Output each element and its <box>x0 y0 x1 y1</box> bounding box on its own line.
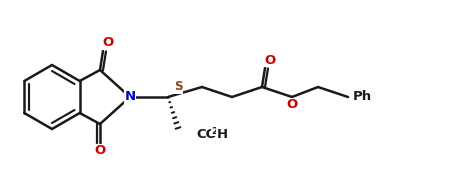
Text: Ph: Ph <box>353 91 372 103</box>
Text: O: O <box>95 145 105 157</box>
Text: S: S <box>174 80 182 93</box>
Text: H: H <box>217 128 228 141</box>
Text: O: O <box>265 53 276 67</box>
Text: N: N <box>124 91 135 103</box>
Text: CO: CO <box>196 128 217 141</box>
Text: 2: 2 <box>211 126 217 135</box>
Text: O: O <box>286 98 298 112</box>
Text: O: O <box>103 36 114 49</box>
